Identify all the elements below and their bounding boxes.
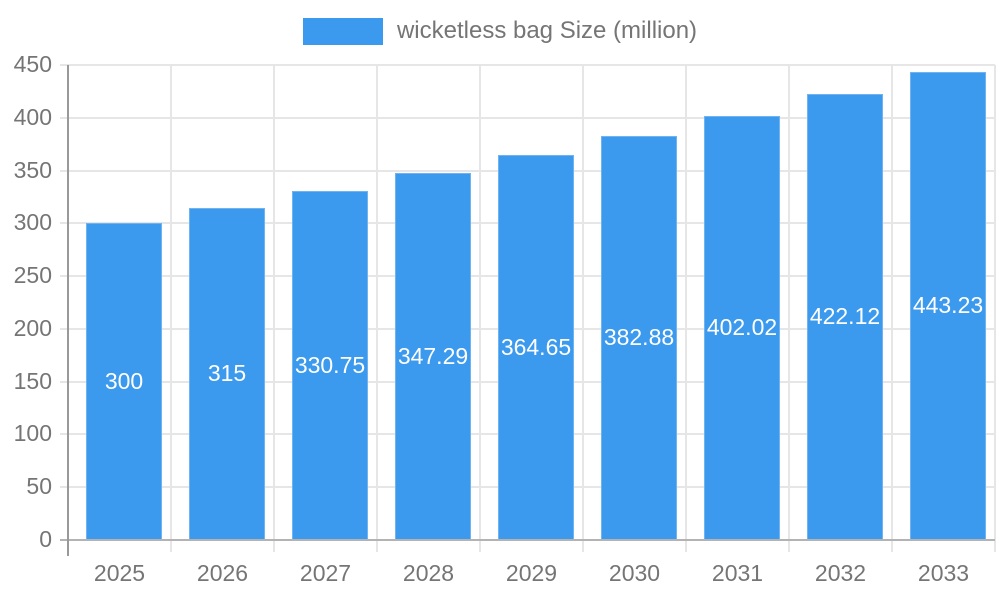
y-axis-tick-label: 0 — [39, 526, 52, 552]
x-axis-tick-label: 2032 — [814, 560, 867, 586]
x-axis-tick-label: 2026 — [196, 560, 249, 586]
bar[interactable] — [807, 94, 883, 540]
y-axis-tick-label: 400 — [13, 104, 52, 130]
y-axis-line — [67, 65, 69, 556]
bar-value-label: 382.88 — [603, 324, 675, 350]
legend[interactable]: wicketless bag Size (million) — [0, 17, 1000, 45]
bar[interactable] — [189, 208, 265, 540]
y-axis-tick-label: 150 — [13, 368, 52, 394]
bar-value-label: 330.75 — [294, 352, 366, 378]
y-axis-tick-label: 450 — [13, 51, 52, 77]
bar-value-label: 402.02 — [706, 314, 778, 340]
y-axis-tick-label: 350 — [13, 157, 52, 183]
gridline-horizontal — [60, 117, 995, 119]
bar[interactable] — [704, 116, 780, 540]
y-axis-tick-label: 100 — [13, 420, 52, 446]
bar[interactable] — [910, 72, 986, 540]
x-axis-tick-label: 2025 — [93, 560, 146, 586]
gridline-vertical — [582, 65, 584, 552]
gridline-horizontal — [60, 64, 995, 66]
gridline-vertical — [170, 65, 172, 552]
bar-value-label: 422.12 — [809, 303, 881, 329]
bar-value-label: 300 — [104, 368, 144, 394]
x-axis-baseline — [60, 539, 995, 541]
x-axis-tick-label: 2028 — [402, 560, 455, 586]
bar-value-label: 443.23 — [912, 292, 984, 318]
gridline-vertical — [891, 65, 893, 552]
y-axis-tick-label: 200 — [13, 315, 52, 341]
y-axis-tick-label: 50 — [26, 473, 52, 499]
gridline-vertical — [479, 65, 481, 552]
bar-value-label: 364.65 — [500, 334, 572, 360]
x-axis-tick-label: 2033 — [917, 560, 970, 586]
x-axis-tick-label: 2031 — [711, 560, 764, 586]
y-axis-tick-label: 250 — [13, 262, 52, 288]
gridline-vertical — [685, 65, 687, 552]
bar[interactable] — [601, 136, 677, 540]
gridline-vertical — [788, 65, 790, 552]
gridline-vertical — [994, 65, 996, 552]
bar[interactable] — [292, 191, 368, 540]
gridline-vertical — [376, 65, 378, 552]
legend-swatch[interactable] — [302, 17, 383, 45]
gridline-vertical — [273, 65, 275, 552]
bar[interactable] — [498, 155, 574, 540]
bar-value-label: 315 — [207, 360, 247, 386]
x-axis-tick-label: 2029 — [505, 560, 558, 586]
x-axis-tick-label: 2030 — [608, 560, 661, 586]
bar[interactable] — [395, 173, 471, 540]
x-axis-tick-label: 2027 — [299, 560, 352, 586]
y-axis-tick-label: 300 — [13, 209, 52, 235]
legend-label[interactable]: wicketless bag Size (million) — [396, 17, 698, 44]
bar-value-label: 347.29 — [397, 343, 469, 369]
